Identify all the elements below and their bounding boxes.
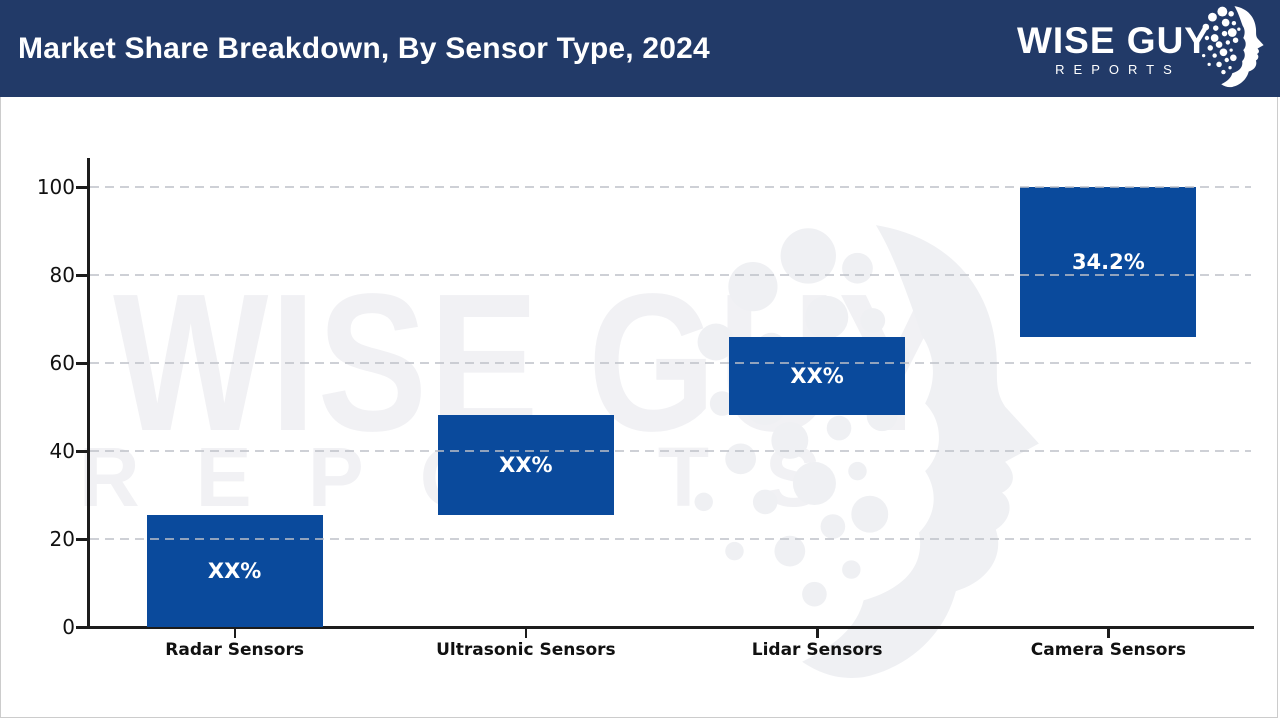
data-bar-radar-sensors bbox=[146, 515, 323, 627]
head-profile-dots-icon bbox=[1202, 6, 1264, 88]
x-axis-category-label: Lidar Sensors bbox=[751, 640, 883, 660]
y-axis-tick bbox=[76, 274, 87, 277]
header-banner: Market Share Breakdown, By Sensor Type, … bbox=[0, 0, 1280, 97]
chart-title: Market Share Breakdown, By Sensor Type, … bbox=[18, 31, 710, 65]
x-axis-tick bbox=[524, 629, 528, 638]
gridline bbox=[90, 186, 1251, 188]
y-axis-line bbox=[87, 158, 90, 629]
gridline bbox=[90, 450, 1251, 452]
gridline bbox=[90, 362, 1251, 364]
y-axis-tick-label: 40 bbox=[49, 439, 75, 463]
bar-value-label: XX% bbox=[790, 364, 844, 389]
y-axis-tick bbox=[76, 450, 87, 453]
x-axis-tick bbox=[1107, 629, 1110, 638]
x-axis-tick bbox=[816, 629, 819, 638]
x-axis-category-label: Camera Sensors bbox=[1030, 640, 1186, 660]
x-axis-tick bbox=[233, 629, 237, 638]
x-axis-category-label: Radar Sensors bbox=[165, 640, 304, 660]
logo-wordmark: WISE GUY bbox=[1016, 20, 1210, 61]
y-axis-tick bbox=[76, 538, 87, 541]
y-axis-tick bbox=[76, 626, 87, 629]
x-axis-line bbox=[87, 626, 1254, 629]
gridline bbox=[90, 538, 1251, 540]
bar-value-label: 34.2% bbox=[1071, 250, 1145, 275]
y-axis-tick bbox=[76, 362, 87, 365]
wise-guy-reports-logo: WISE GUY REPORTS bbox=[1017, 4, 1274, 94]
y-axis-tick-label: 80 bbox=[49, 263, 75, 287]
data-bar-camera-sensors bbox=[1020, 187, 1197, 338]
x-axis-category-label: Ultrasonic Sensors bbox=[436, 640, 616, 660]
y-axis-tick bbox=[76, 186, 87, 189]
y-axis-tick-label: 100 bbox=[36, 175, 75, 199]
bar-value-label: XX% bbox=[207, 559, 262, 584]
y-axis-tick-label: 60 bbox=[49, 351, 75, 375]
logo-text: WISE GUY REPORTS bbox=[1017, 22, 1210, 76]
y-axis-tick-label: 20 bbox=[49, 527, 75, 551]
bar-value-label: XX% bbox=[499, 453, 553, 478]
y-axis-tick-label: 0 bbox=[62, 615, 75, 639]
logo-subtitle: REPORTS bbox=[1055, 62, 1181, 77]
gridline bbox=[90, 274, 1251, 276]
data-bar-ultrasonic-sensors bbox=[437, 414, 614, 516]
